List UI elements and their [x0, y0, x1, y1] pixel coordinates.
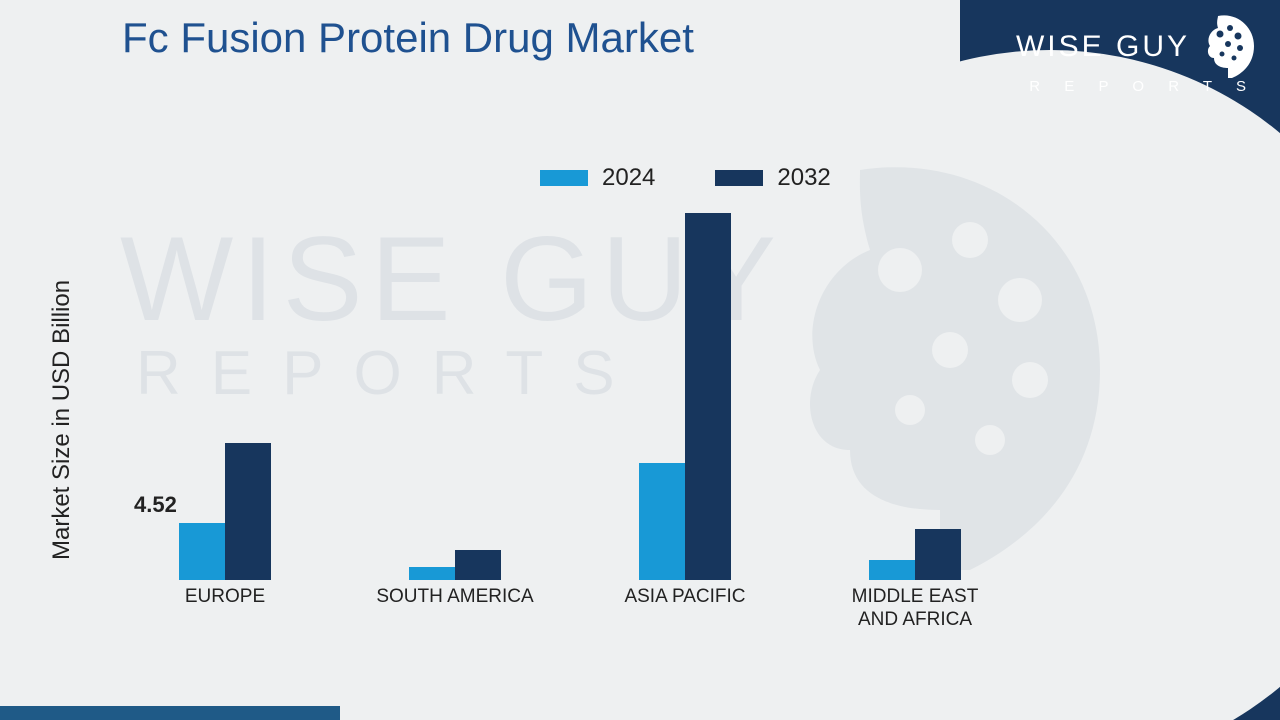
- bar: [639, 463, 685, 580]
- category-label: ASIA PACIFIC: [605, 580, 765, 609]
- bar: [409, 567, 455, 580]
- category-label: SOUTH AMERICA: [375, 580, 535, 609]
- brand-head-icon: [1198, 14, 1256, 80]
- legend-item: 2032: [715, 164, 830, 192]
- chart-title: Fc Fusion Protein Drug Market: [122, 14, 694, 62]
- bar: [685, 213, 731, 580]
- brand-line-1: WISE GUY: [1016, 14, 1256, 80]
- legend-label: 2024: [602, 164, 655, 192]
- legend-swatch: [540, 170, 588, 186]
- legend-swatch: [715, 170, 763, 186]
- page-root: WISE GUY R E P O R T S WISE GUY REPORTS: [0, 0, 1280, 720]
- value-label: 4.52: [134, 492, 177, 518]
- bar: [225, 443, 271, 580]
- bar: [915, 529, 961, 580]
- legend-label: 2032: [777, 164, 830, 192]
- bar-group: MIDDLE EAST AND AFRICA: [830, 529, 1000, 580]
- brand-line-2: R E P O R T S: [1016, 78, 1256, 95]
- bar-group: ASIA PACIFIC: [600, 213, 770, 580]
- brand-text-1: WISE GUY: [1016, 30, 1190, 64]
- legend-item: 2024: [540, 164, 655, 192]
- bar: [455, 550, 501, 580]
- bar-group: SOUTH AMERICA: [370, 550, 540, 580]
- bar-chart: EUROPESOUTH AMERICAASIA PACIFICMIDDLE EA…: [110, 200, 1060, 580]
- bar: [179, 523, 225, 580]
- category-label: MIDDLE EAST AND AFRICA: [835, 580, 995, 632]
- bar: [869, 560, 915, 580]
- legend: 2024 2032: [540, 164, 831, 192]
- y-axis-label: Market Size in USD Billion: [48, 280, 76, 560]
- category-label: EUROPE: [145, 580, 305, 609]
- brand-block: WISE GUY R E P O R T S: [1016, 14, 1256, 95]
- bottom-accent-bar: [0, 706, 340, 720]
